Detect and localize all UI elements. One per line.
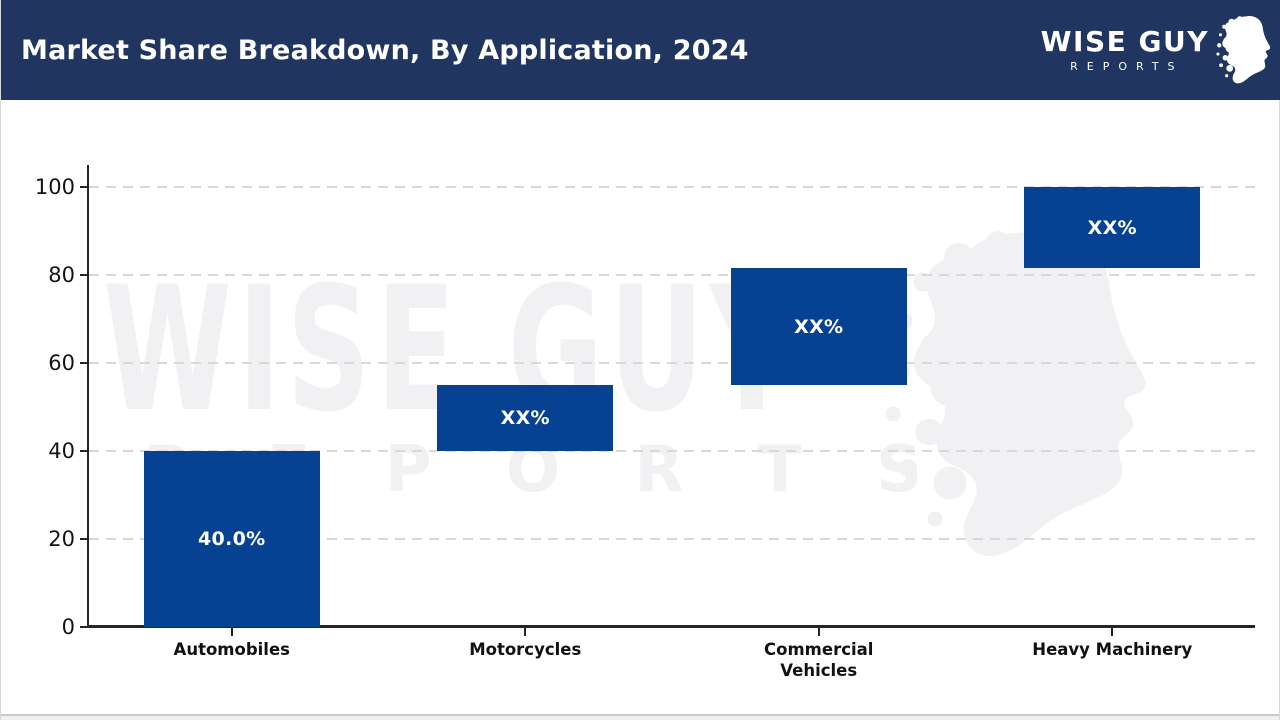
x-category-label: Heavy Machinery [1032,640,1193,659]
gridline [89,274,1255,276]
brand-logo-text: WISE GUY REPORTS [1040,25,1209,73]
bar-heavy-machinery: XX% [1024,187,1201,269]
x-category-label: Commercial Vehicles [764,640,874,680]
x-axis-tick [1111,628,1114,636]
y-tick-label: 40 [48,439,75,463]
logo-head-icon [1213,12,1275,88]
x-category-label: Motorcycles [469,640,582,659]
gridline [89,538,1255,540]
y-axis-line [87,165,89,628]
page-title: Market Share Breakdown, By Application, … [21,34,749,66]
bar-value-label: XX% [794,315,844,338]
y-tick-label: 0 [61,615,75,639]
bar-motorcycles: XX% [437,385,614,451]
x-axis-line [87,625,1255,628]
gridline [89,186,1255,188]
y-tick-label: 20 [48,527,75,551]
bar-commercial-vehicles: XX% [730,268,907,385]
header: Market Share Breakdown, By Application, … [1,0,1280,100]
gridline [89,362,1255,364]
gridline [89,450,1255,452]
bar-value-label: XX% [1087,216,1137,239]
y-axis-tick [80,450,87,452]
y-axis-tick [80,362,87,364]
y-axis-tick [80,274,87,276]
y-tick-label: 100 [34,175,75,199]
bottom-border-strip [1,714,1279,720]
bar-value-label: 40.0% [198,528,266,550]
y-tick-label: 60 [48,351,75,375]
logo-wordmark: WISE GUY [1040,25,1209,59]
brand-logo: WISE GUY REPORTS [1041,6,1275,94]
x-axis-tick [230,628,233,636]
x-axis-tick [524,628,527,636]
bar-automobiles: 40.0% [143,451,320,627]
y-axis-tick [80,186,87,188]
x-axis-tick [817,628,820,636]
x-category-label: Automobiles [173,640,290,659]
y-axis-tick [80,538,87,540]
y-axis-tick [80,626,87,628]
logo-subtext: REPORTS [1070,59,1184,73]
y-tick-label: 80 [48,263,75,287]
bar-value-label: XX% [500,407,550,429]
